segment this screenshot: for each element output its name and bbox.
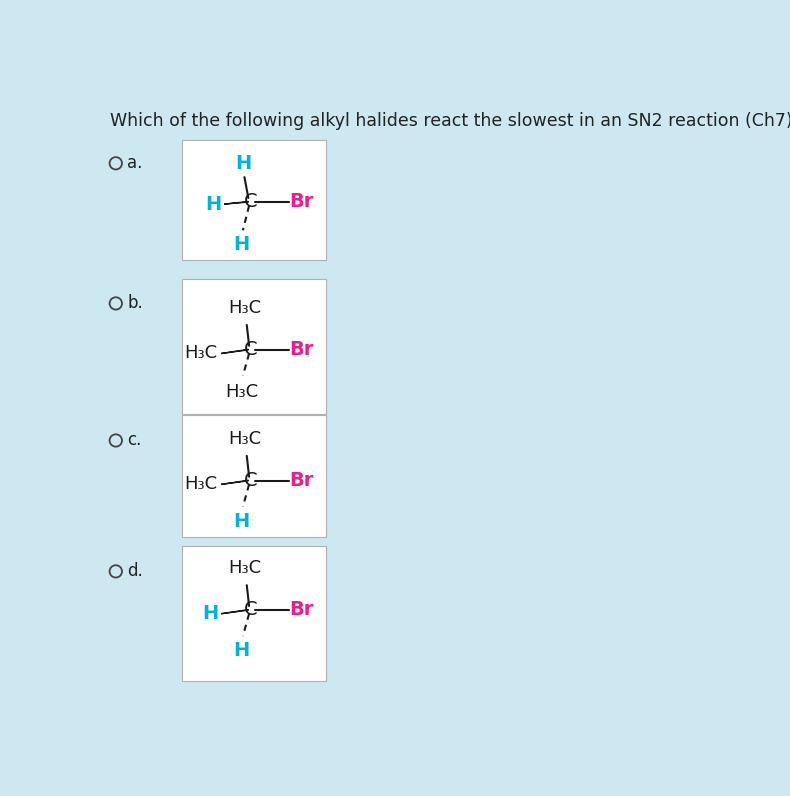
Text: Br: Br — [289, 340, 313, 359]
FancyBboxPatch shape — [182, 415, 325, 537]
Text: C: C — [244, 340, 258, 359]
FancyBboxPatch shape — [182, 546, 325, 681]
Text: H₃C: H₃C — [185, 475, 217, 494]
Text: H₃C: H₃C — [185, 345, 217, 362]
FancyBboxPatch shape — [182, 140, 325, 259]
Text: H₃C: H₃C — [225, 383, 258, 401]
Text: H: H — [233, 642, 250, 660]
Text: Br: Br — [289, 471, 313, 490]
Text: H: H — [235, 154, 251, 173]
Text: H: H — [233, 235, 250, 254]
Polygon shape — [221, 610, 248, 614]
Text: c.: c. — [127, 431, 141, 450]
Polygon shape — [224, 201, 248, 204]
Text: b.: b. — [127, 295, 143, 312]
Text: C: C — [244, 600, 258, 619]
Polygon shape — [221, 480, 248, 485]
Text: Br: Br — [289, 193, 313, 211]
Text: C: C — [244, 193, 258, 211]
Text: H₃C: H₃C — [228, 299, 261, 317]
Text: H: H — [205, 194, 221, 213]
Text: Br: Br — [289, 600, 313, 619]
Polygon shape — [221, 349, 248, 353]
Text: H: H — [233, 512, 250, 531]
Text: C: C — [244, 471, 258, 490]
Text: d.: d. — [127, 563, 143, 580]
Text: H: H — [202, 604, 219, 623]
Text: Which of the following alkyl halides react the slowest in an SN2 reaction (Ch7)?: Which of the following alkyl halides rea… — [110, 112, 790, 131]
Text: a.: a. — [127, 154, 143, 172]
Text: H₃C: H₃C — [228, 430, 261, 448]
FancyBboxPatch shape — [182, 279, 325, 414]
Text: H₃C: H₃C — [228, 560, 261, 577]
